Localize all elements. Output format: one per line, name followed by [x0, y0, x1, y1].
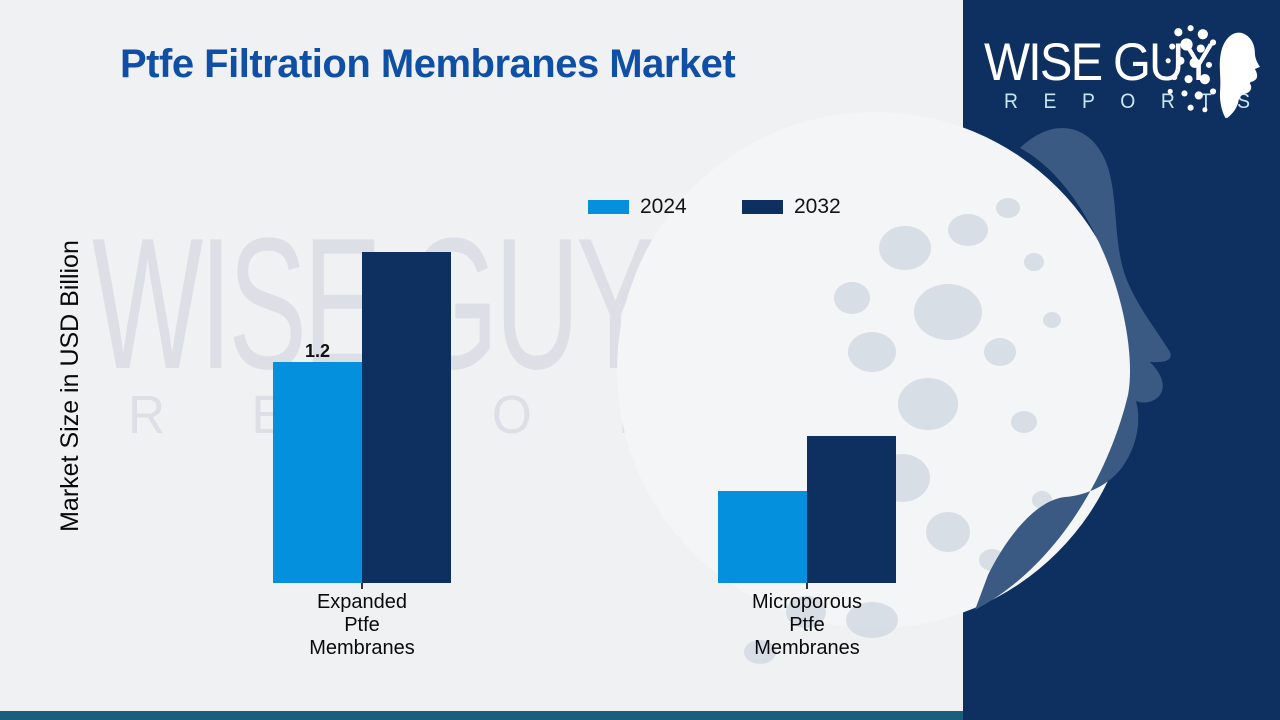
legend-item-2024: 2024: [588, 195, 687, 219]
x-label-line: Microporous: [751, 591, 863, 613]
chart-legend: 2024 2032: [0, 195, 1280, 221]
brand-face-icon: [1165, 25, 1260, 118]
bar-expanded-2032: [362, 252, 451, 583]
bar-value-label: 1.2: [304, 341, 331, 361]
legend-item-2032: 2032: [742, 195, 841, 219]
bottom-accent-strip: [0, 711, 963, 720]
x-label-line: Ptfe: [344, 614, 380, 636]
page-title: Ptfe Filtration Membranes Market: [120, 42, 736, 86]
legend-label-2032: 2032: [794, 195, 841, 218]
x-label-expanded: Expanded Ptfe Membranes: [252, 591, 472, 660]
x-label-line: Membranes: [309, 637, 415, 659]
x-label-line: Ptfe: [789, 614, 825, 636]
bar-expanded-2024: [273, 362, 362, 583]
legend-label-2024: 2024: [640, 195, 687, 218]
x-tick-microporous: [806, 583, 808, 589]
bar-microporous-2032: [807, 436, 896, 583]
legend-swatch-2032: [742, 200, 783, 214]
legend-swatch-2024: [588, 200, 629, 214]
x-label-line: Expanded: [316, 591, 408, 613]
x-tick-expanded: [361, 583, 363, 589]
bar-microporous-2024: [718, 491, 807, 583]
y-axis-label: Market Size in USD Billion: [56, 240, 84, 532]
x-label-line: Membranes: [754, 637, 860, 659]
x-label-microporous: Microporous Ptfe Membranes: [697, 591, 917, 660]
